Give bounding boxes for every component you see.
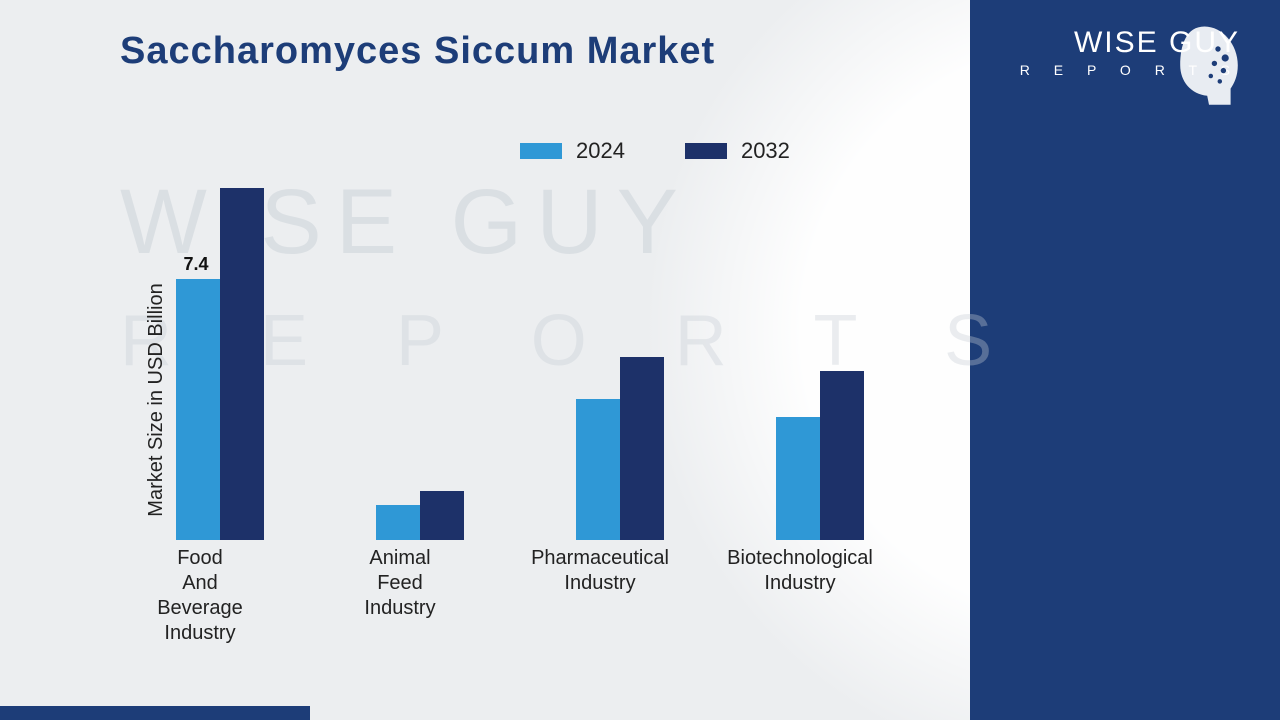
bottom-accent-bar bbox=[0, 706, 310, 720]
category-label: FoodAndBeverageIndustry bbox=[110, 546, 290, 646]
legend-swatch-2032 bbox=[685, 143, 727, 159]
category-label: PharmaceuticalIndustry bbox=[510, 546, 690, 596]
bar-chart: Market Size in USD Billion 2024 2032 7.4… bbox=[90, 150, 950, 650]
bar-2032 bbox=[620, 357, 664, 540]
page-title: Saccharomyces Siccum Market bbox=[120, 30, 715, 73]
legend-item-2032: 2032 bbox=[685, 138, 790, 164]
bar-2024 bbox=[776, 417, 820, 540]
category-label: AnimalFeedIndustry bbox=[310, 546, 490, 621]
legend-label: 2024 bbox=[576, 138, 625, 164]
legend: 2024 2032 bbox=[520, 138, 790, 164]
bar-2032 bbox=[220, 188, 264, 540]
bar-2024 bbox=[576, 399, 620, 540]
category-label: BiotechnologicalIndustry bbox=[710, 546, 890, 596]
bar-2032 bbox=[420, 491, 464, 540]
chart-canvas: Saccharomyces Siccum Market WISE GUY R E… bbox=[0, 0, 1280, 720]
legend-swatch-2024 bbox=[520, 143, 562, 159]
head-icon bbox=[1150, 22, 1250, 112]
bar-2032 bbox=[820, 371, 864, 540]
legend-label: 2032 bbox=[741, 138, 790, 164]
plot-area: 7.4 bbox=[110, 170, 930, 540]
bar-2024 bbox=[176, 279, 220, 540]
bar-value-label: 7.4 bbox=[166, 254, 226, 275]
bar-2024 bbox=[376, 505, 420, 540]
brand-logo: WISE GUY R E P O R T S bbox=[1020, 26, 1240, 78]
legend-item-2024: 2024 bbox=[520, 138, 625, 164]
